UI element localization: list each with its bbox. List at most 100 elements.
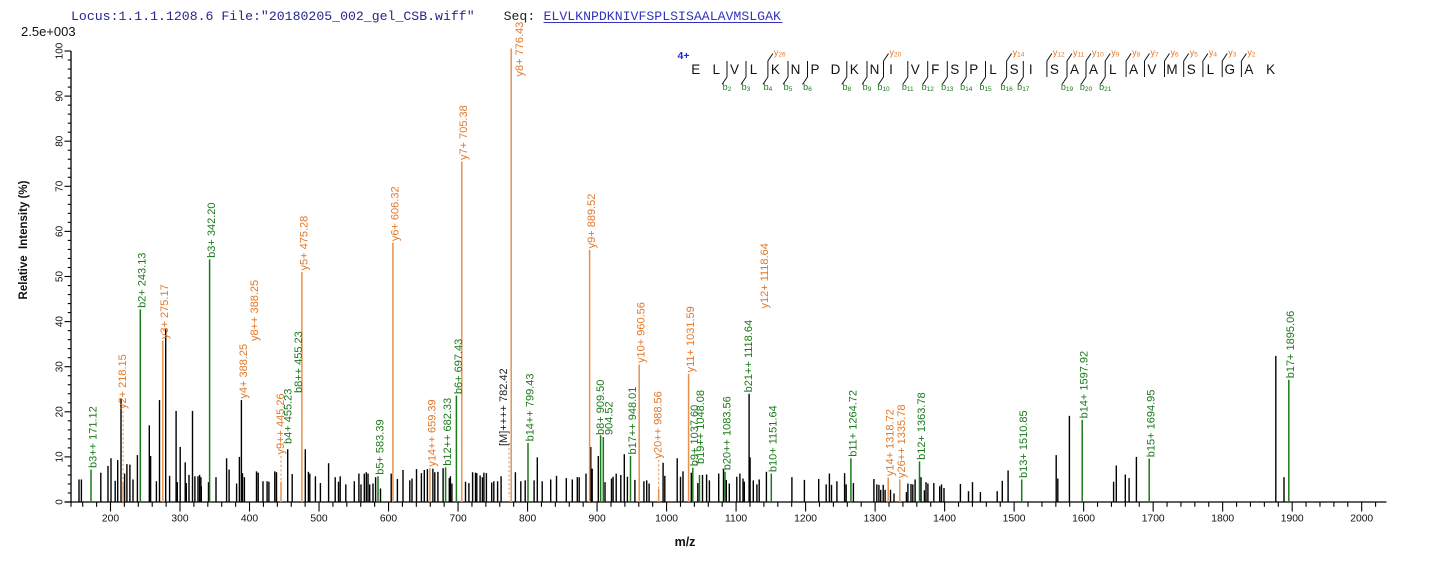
svg-text:100: 100 xyxy=(55,42,66,59)
svg-text:y9: y9 xyxy=(1111,48,1120,59)
svg-text:N: N xyxy=(791,62,801,77)
svg-text:90: 90 xyxy=(55,90,66,102)
svg-text:1500: 1500 xyxy=(1003,514,1026,525)
svg-text:10: 10 xyxy=(55,451,66,463)
svg-text:y11+ 1031.59: y11+ 1031.59 xyxy=(685,306,697,372)
svg-text:N: N xyxy=(870,62,880,77)
svg-text:K: K xyxy=(771,62,780,77)
svg-text:m/z: m/z xyxy=(675,535,696,549)
svg-text:b17++ 948.01: b17++ 948.01 xyxy=(627,387,639,455)
svg-text:y5+ 475.28: y5+ 475.28 xyxy=(298,216,310,271)
svg-text:A: A xyxy=(1070,62,1079,77)
svg-text:700: 700 xyxy=(450,514,467,525)
svg-text:b20++ 1083.56: b20++ 1083.56 xyxy=(721,396,733,470)
svg-text:A: A xyxy=(1089,62,1098,77)
svg-text:b2+ 243.13: b2+ 243.13 xyxy=(137,253,149,308)
svg-text:b8: b8 xyxy=(842,82,851,93)
svg-text:F: F xyxy=(931,62,939,77)
svg-text:D: D xyxy=(831,62,841,77)
svg-text:y7+ 705.38: y7+ 705.38 xyxy=(458,105,470,160)
svg-text:S: S xyxy=(1187,62,1196,77)
svg-text:0: 0 xyxy=(55,499,66,505)
svg-text:E: E xyxy=(691,62,700,77)
svg-text:y6: y6 xyxy=(1171,48,1180,59)
svg-text:L: L xyxy=(712,62,720,77)
svg-text:1400: 1400 xyxy=(933,514,956,525)
svg-text:b12++ 682.33: b12++ 682.33 xyxy=(442,398,454,466)
svg-text:b8+ 909.50: b8+ 909.50 xyxy=(595,380,607,435)
svg-text:y14++ 659.39: y14++ 659.39 xyxy=(426,399,438,466)
svg-text:y20: y20 xyxy=(890,48,902,59)
svg-text:1000: 1000 xyxy=(655,514,678,525)
svg-text:b15+ 1694.95: b15+ 1694.95 xyxy=(1146,390,1158,458)
svg-text:1600: 1600 xyxy=(1072,514,1095,525)
svg-text:y7: y7 xyxy=(1151,48,1160,59)
svg-text:b12: b12 xyxy=(922,82,935,93)
svg-text:80: 80 xyxy=(55,135,66,147)
svg-text:M: M xyxy=(1166,62,1177,77)
svg-text:y4: y4 xyxy=(1209,48,1218,59)
svg-text:b3++ 171.12: b3++ 171.12 xyxy=(87,406,99,468)
svg-text:b4+ 455.23: b4+ 455.23 xyxy=(283,389,295,444)
svg-text:1800: 1800 xyxy=(1211,514,1234,525)
svg-text:y20++ 988.56: y20++ 988.56 xyxy=(653,391,665,458)
svg-text:1300: 1300 xyxy=(864,514,887,525)
svg-text:y4+ 388.25: y4+ 388.25 xyxy=(238,344,250,399)
svg-text:S: S xyxy=(950,62,959,77)
svg-text:y12+ 1118.64: y12+ 1118.64 xyxy=(759,243,771,308)
svg-text:800: 800 xyxy=(519,514,536,525)
svg-text:L: L xyxy=(989,62,997,77)
svg-text:904.52: 904.52 xyxy=(604,401,616,435)
svg-text:y9++ 445.26: y9++ 445.26 xyxy=(275,393,287,454)
svg-text:500: 500 xyxy=(310,514,327,525)
svg-text:y12: y12 xyxy=(1053,48,1065,59)
svg-text:y14: y14 xyxy=(1013,48,1025,59)
svg-text:b13+ 1510.85: b13+ 1510.85 xyxy=(1018,410,1030,478)
svg-text:1700: 1700 xyxy=(1142,514,1165,525)
svg-text:b21: b21 xyxy=(1099,82,1112,93)
svg-text:ELVLKNPDKNIVFSPLSISAALAVMSLGAK: ELVLKNPDKNIVFSPLSISAALAVMSLGAK xyxy=(544,9,781,24)
svg-text:P: P xyxy=(969,62,978,77)
svg-text:600: 600 xyxy=(380,514,397,525)
svg-text:400: 400 xyxy=(241,514,258,525)
svg-text:y8++ 388.25: y8++ 388.25 xyxy=(249,280,261,341)
svg-text:y14+ 1318.72: y14+ 1318.72 xyxy=(885,409,897,476)
svg-text:I: I xyxy=(889,62,893,77)
svg-text:1900: 1900 xyxy=(1281,514,1304,525)
svg-text:I: I xyxy=(1029,62,1033,77)
svg-text:A: A xyxy=(1129,62,1138,77)
svg-text:b16: b16 xyxy=(1000,82,1013,93)
svg-text:b17+ 1895.06: b17+ 1895.06 xyxy=(1285,311,1297,379)
svg-text:2000: 2000 xyxy=(1350,514,1373,525)
svg-text:b5: b5 xyxy=(784,82,793,93)
svg-text:y2: y2 xyxy=(1247,48,1256,59)
svg-text:K: K xyxy=(850,62,859,77)
svg-text:300: 300 xyxy=(171,514,188,525)
svg-text:Relative Intensity (%): Relative Intensity (%) xyxy=(18,180,30,299)
svg-text:y10+ 960.56: y10+ 960.56 xyxy=(636,302,648,363)
svg-text:b12+ 1363.78: b12+ 1363.78 xyxy=(916,392,928,460)
svg-text:b4: b4 xyxy=(764,82,773,93)
svg-text:b21++ 1118.64: b21++ 1118.64 xyxy=(743,320,755,392)
svg-text:b8++ 455.23: b8++ 455.23 xyxy=(293,331,305,393)
svg-text:1200: 1200 xyxy=(794,514,817,525)
svg-text:A: A xyxy=(1244,62,1253,77)
svg-text:20: 20 xyxy=(55,406,66,418)
svg-text:y3+ 275.17: y3+ 275.17 xyxy=(159,284,171,339)
svg-text:b6: b6 xyxy=(803,82,812,93)
svg-text:200: 200 xyxy=(102,514,119,525)
svg-text:900: 900 xyxy=(589,514,606,525)
svg-text:b6+ 697.43: b6+ 697.43 xyxy=(453,339,465,394)
svg-text:L: L xyxy=(1207,62,1215,77)
svg-text:b17: b17 xyxy=(1017,82,1030,93)
svg-text:b19++ 1048.08: b19++ 1048.08 xyxy=(695,390,707,464)
svg-text:S: S xyxy=(1050,62,1059,77)
svg-text:b2: b2 xyxy=(723,82,732,93)
svg-text:b11: b11 xyxy=(902,82,914,93)
svg-text:L: L xyxy=(1109,62,1117,77)
svg-text:y3: y3 xyxy=(1228,48,1237,59)
svg-text:V: V xyxy=(911,62,920,77)
svg-text:y9+ 889.52: y9+ 889.52 xyxy=(586,194,598,249)
svg-text:b13: b13 xyxy=(941,82,954,93)
svg-text:y8: y8 xyxy=(1132,48,1141,59)
